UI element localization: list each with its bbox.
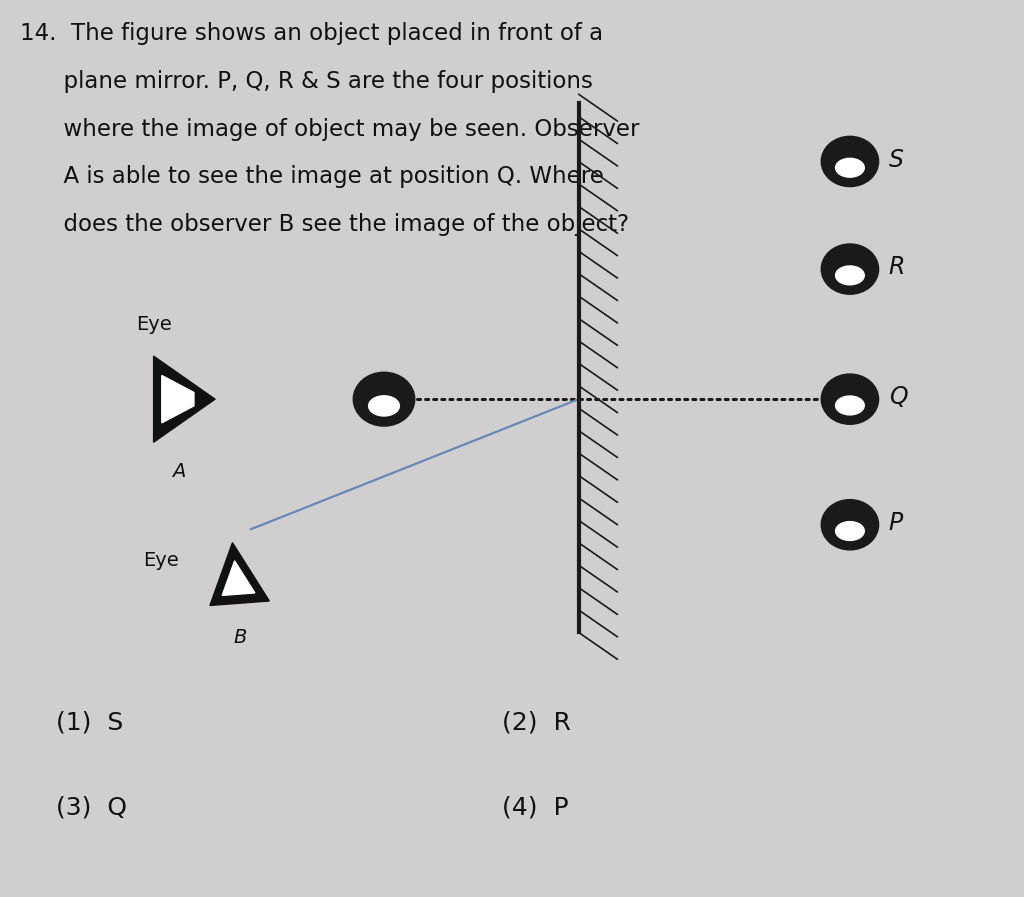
Polygon shape [196, 391, 215, 407]
Text: S: S [889, 148, 904, 171]
Text: A: A [172, 462, 186, 481]
Text: Q: Q [889, 386, 907, 409]
Text: (3)  Q: (3) Q [56, 796, 127, 819]
Text: (4)  P: (4) P [502, 796, 568, 819]
Polygon shape [210, 543, 269, 605]
Circle shape [353, 372, 415, 426]
Text: B: B [233, 628, 248, 647]
Text: Eye: Eye [136, 315, 171, 334]
Text: Eye: Eye [143, 551, 178, 570]
Polygon shape [162, 376, 207, 422]
Text: (1)  S: (1) S [56, 710, 124, 734]
Circle shape [821, 374, 879, 424]
Ellipse shape [369, 396, 399, 416]
Text: (2)  R: (2) R [502, 710, 570, 734]
Polygon shape [154, 356, 215, 442]
Circle shape [821, 244, 879, 294]
Text: 14.  The figure shows an object placed in front of a: 14. The figure shows an object placed in… [20, 22, 603, 46]
Circle shape [821, 136, 879, 187]
Text: P: P [889, 511, 903, 535]
Text: where the image of object may be seen. Observer: where the image of object may be seen. O… [20, 118, 640, 141]
Text: A is able to see the image at position Q. Where: A is able to see the image at position Q… [20, 165, 604, 188]
Ellipse shape [836, 159, 864, 178]
Ellipse shape [836, 522, 864, 540]
Polygon shape [222, 561, 255, 596]
Text: R: R [889, 256, 905, 279]
Text: does the observer B see the image of the object?: does the observer B see the image of the… [20, 213, 630, 236]
Ellipse shape [836, 266, 864, 285]
Ellipse shape [836, 396, 864, 414]
Circle shape [821, 500, 879, 550]
Text: plane mirror. P, Q, R & S are the four positions: plane mirror. P, Q, R & S are the four p… [20, 70, 593, 93]
